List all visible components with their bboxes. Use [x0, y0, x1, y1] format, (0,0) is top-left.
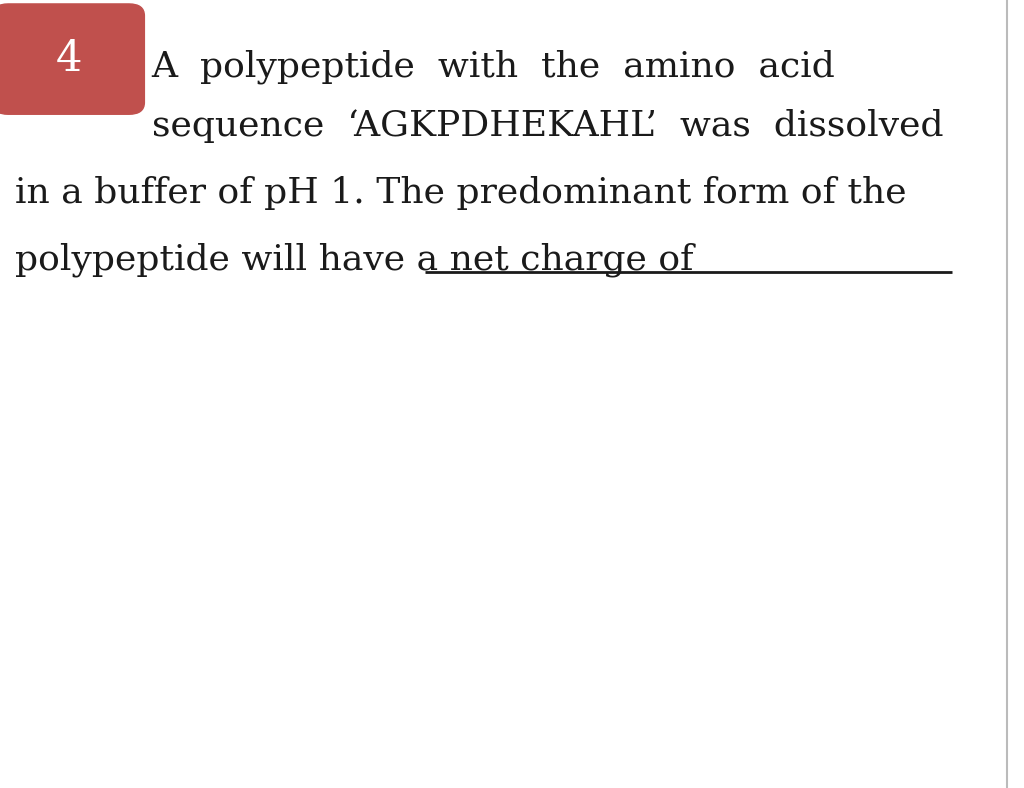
Text: 4: 4: [55, 38, 82, 80]
Text: polypeptide will have a net charge of: polypeptide will have a net charge of: [15, 243, 694, 277]
Text: sequence  ‘AGKPDHEKAHL’  was  dissolved: sequence ‘AGKPDHEKAHL’ was dissolved: [152, 109, 943, 143]
Text: in a buffer of pH 1. The predominant form of the: in a buffer of pH 1. The predominant for…: [15, 176, 907, 210]
Text: A  polypeptide  with  the  amino  acid: A polypeptide with the amino acid: [152, 50, 836, 84]
FancyBboxPatch shape: [0, 4, 144, 114]
